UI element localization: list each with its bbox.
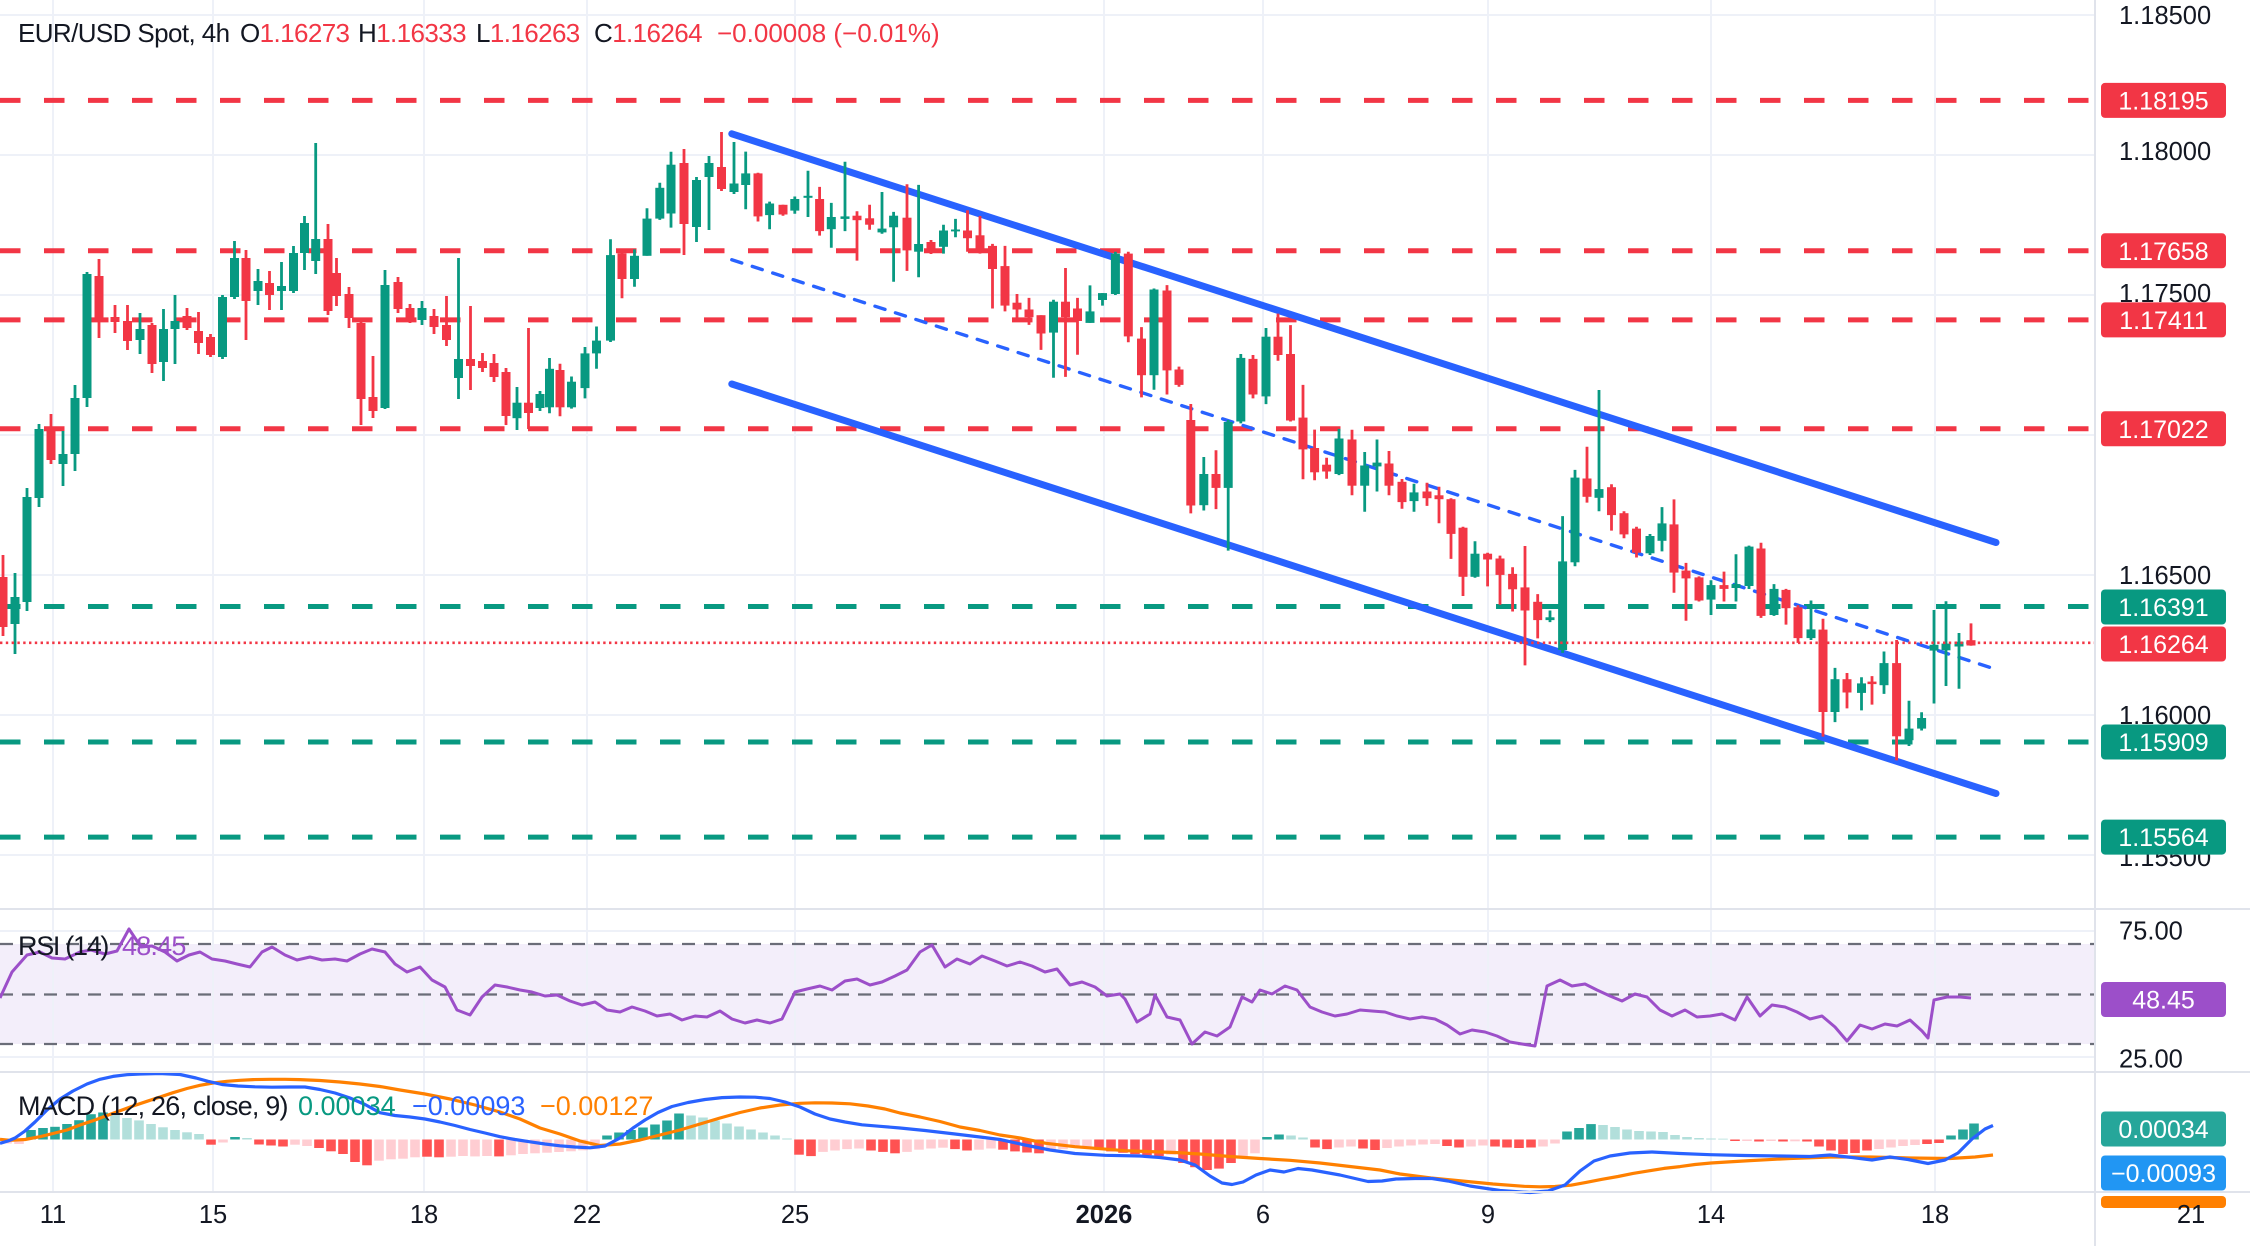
svg-text:1.17411: 1.17411 (2119, 307, 2208, 335)
svg-text:H1.16333: H1.16333 (358, 18, 466, 48)
svg-text:1.16500: 1.16500 (2119, 562, 2211, 590)
svg-text:21: 21 (2177, 1201, 2205, 1229)
svg-text:9: 9 (1481, 1201, 1495, 1229)
svg-text:0.00034: 0.00034 (2118, 1116, 2208, 1144)
svg-text:C1.16264: C1.16264 (594, 18, 702, 48)
svg-text:MACD (12, 26, close, 9): MACD (12, 26, close, 9) (18, 1091, 288, 1121)
svg-text:1.15564: 1.15564 (2118, 824, 2208, 852)
svg-text:O1.16273: O1.16273 (240, 18, 350, 48)
svg-text:1.18000: 1.18000 (2119, 138, 2211, 166)
svg-text:1.15909: 1.15909 (2118, 729, 2208, 757)
svg-text:−0.00008 (−0.01%): −0.00008 (−0.01%) (717, 18, 940, 48)
svg-text:RSI (14): RSI (14) (18, 931, 108, 961)
svg-text:1.17022: 1.17022 (2118, 416, 2208, 444)
svg-text:2026: 2026 (1076, 1201, 1133, 1229)
svg-text:1.18500: 1.18500 (2119, 2, 2211, 30)
svg-text:75.00: 75.00 (2119, 918, 2183, 946)
svg-text:11: 11 (40, 1201, 66, 1229)
svg-text:1.17658: 1.17658 (2118, 238, 2208, 266)
svg-text:EUR/USD Spot, 4h: EUR/USD Spot, 4h (18, 18, 230, 48)
svg-text:48.45: 48.45 (122, 931, 186, 961)
svg-text:1.18195: 1.18195 (2118, 87, 2208, 115)
svg-text:−0.00093: −0.00093 (412, 1091, 525, 1121)
svg-text:48.45: 48.45 (2132, 987, 2195, 1015)
svg-text:25: 25 (781, 1201, 809, 1229)
svg-text:15: 15 (199, 1201, 227, 1229)
svg-text:L1.16263: L1.16263 (476, 18, 580, 48)
svg-text:14: 14 (1697, 1201, 1725, 1229)
svg-text:0.00034: 0.00034 (298, 1091, 396, 1121)
svg-text:25.00: 25.00 (2119, 1046, 2183, 1074)
svg-text:−0.00093: −0.00093 (2111, 1160, 2216, 1188)
svg-text:6: 6 (1256, 1201, 1270, 1229)
svg-text:22: 22 (573, 1201, 601, 1229)
svg-text:18: 18 (1921, 1201, 1949, 1229)
svg-text:18: 18 (410, 1201, 438, 1229)
svg-text:1.16264: 1.16264 (2118, 631, 2208, 659)
svg-text:1.16391: 1.16391 (2118, 594, 2208, 622)
svg-text:−0.00127: −0.00127 (540, 1091, 653, 1121)
